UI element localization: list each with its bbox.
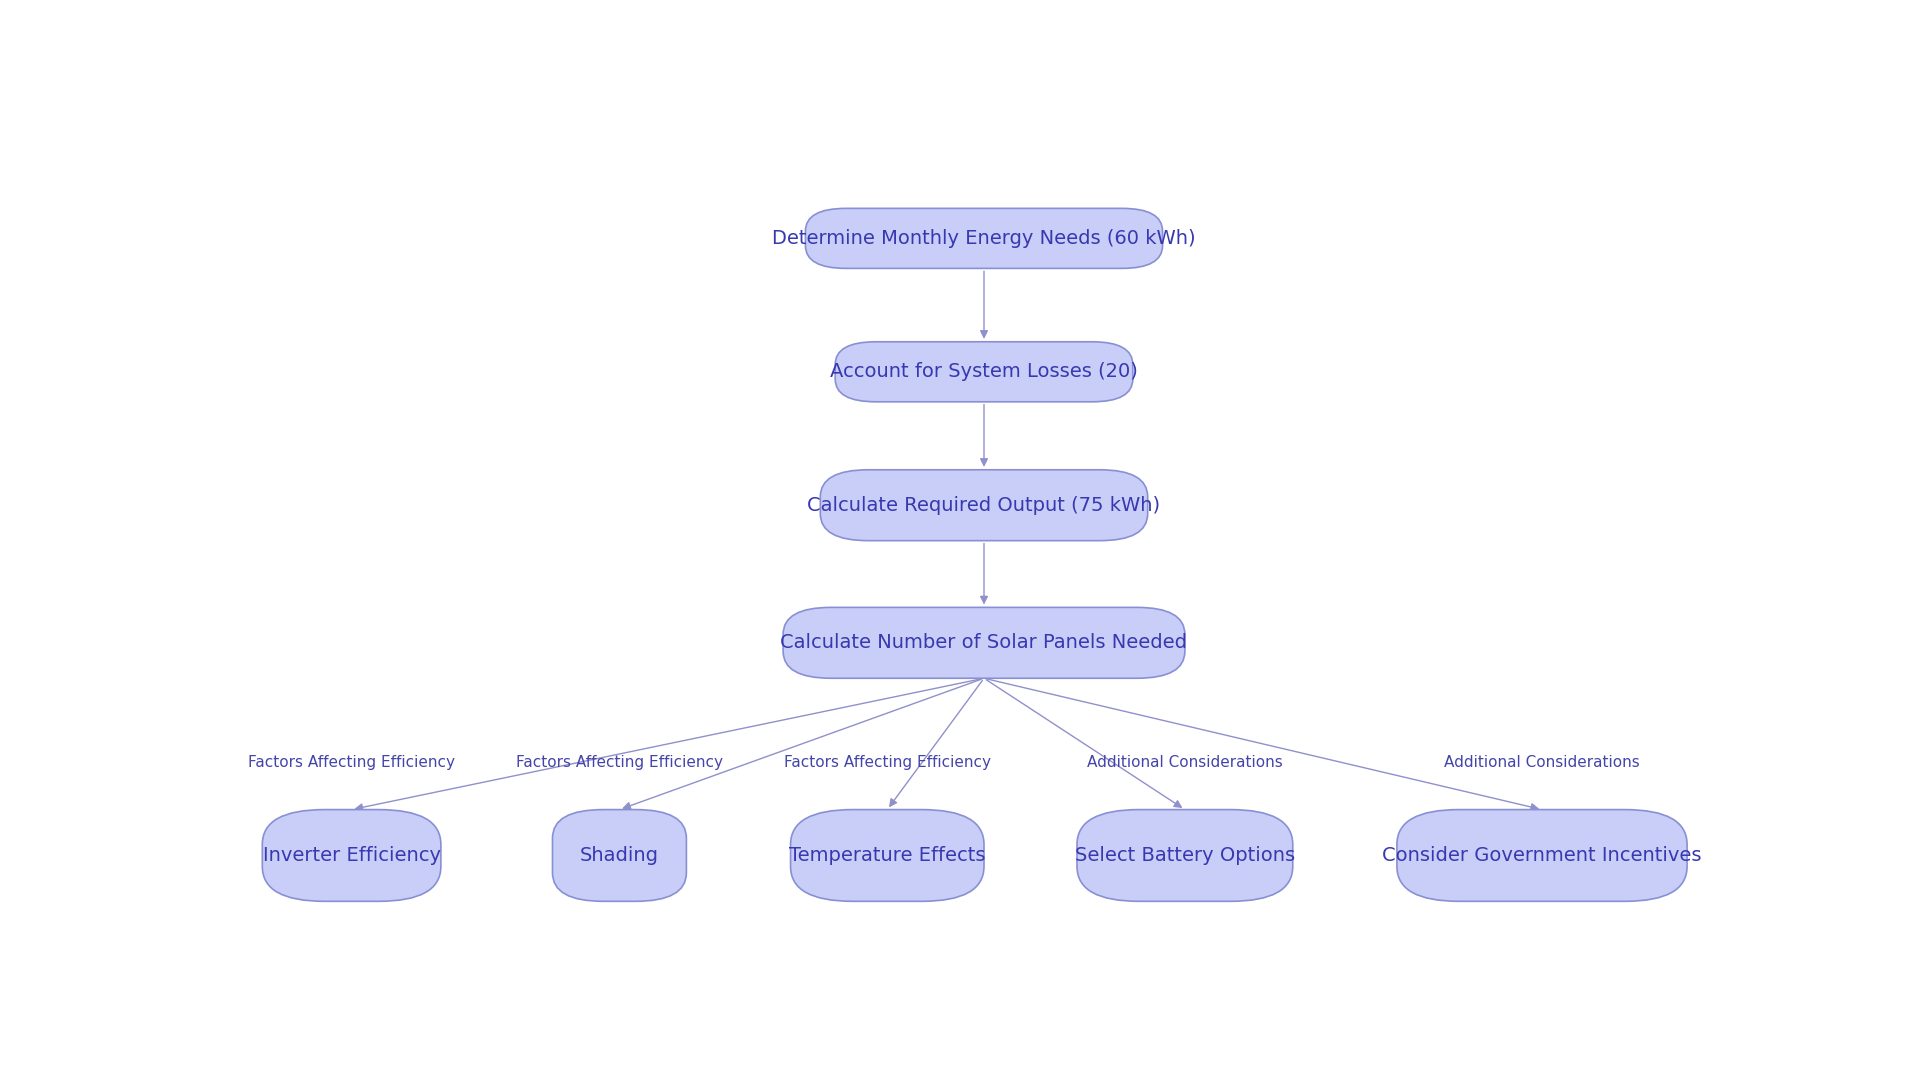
Text: Factors Affecting Efficiency: Factors Affecting Efficiency	[783, 755, 991, 770]
Text: Calculate Required Output (75 kWh): Calculate Required Output (75 kWh)	[808, 496, 1160, 514]
Text: Shading: Shading	[580, 846, 659, 865]
FancyBboxPatch shape	[783, 608, 1185, 678]
Text: Select Battery Options: Select Battery Options	[1075, 846, 1294, 865]
FancyBboxPatch shape	[553, 810, 687, 901]
Text: Factors Affecting Efficiency: Factors Affecting Efficiency	[248, 755, 455, 770]
FancyBboxPatch shape	[806, 208, 1162, 269]
FancyBboxPatch shape	[835, 342, 1133, 402]
Text: Determine Monthly Energy Needs (60 kWh): Determine Monthly Energy Needs (60 kWh)	[772, 229, 1196, 248]
Text: Additional Considerations: Additional Considerations	[1087, 755, 1283, 770]
FancyBboxPatch shape	[263, 810, 442, 901]
Text: Consider Government Incentives: Consider Government Incentives	[1382, 846, 1701, 865]
Text: Temperature Effects: Temperature Effects	[789, 846, 985, 865]
FancyBboxPatch shape	[791, 810, 983, 901]
FancyBboxPatch shape	[1077, 810, 1292, 901]
Text: Inverter Efficiency: Inverter Efficiency	[263, 846, 440, 865]
Text: Account for System Losses (20): Account for System Losses (20)	[829, 363, 1139, 381]
FancyBboxPatch shape	[820, 470, 1148, 540]
FancyBboxPatch shape	[1398, 810, 1688, 901]
Text: Factors Affecting Efficiency: Factors Affecting Efficiency	[516, 755, 724, 770]
Text: Calculate Number of Solar Panels Needed: Calculate Number of Solar Panels Needed	[781, 634, 1187, 652]
Text: Additional Considerations: Additional Considerations	[1444, 755, 1640, 770]
